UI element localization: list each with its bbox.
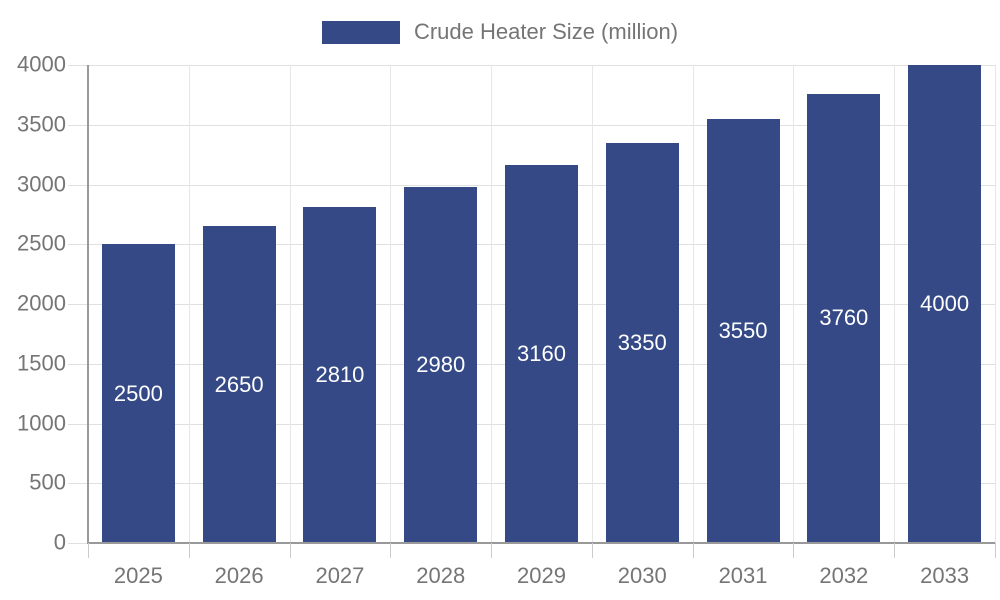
x-axis-tick-label: 2032 [819, 563, 869, 588]
y-axis-tick-label: 3000 [17, 171, 66, 197]
bar-2028[interactable] [404, 186, 478, 543]
x-axis-tick [995, 543, 996, 558]
y-axis-tick [68, 363, 88, 365]
x-gridline [491, 65, 493, 543]
x-gridline [188, 65, 190, 543]
x-axis-tick-label: 2031 [718, 563, 768, 588]
x-axis-tick [390, 543, 392, 558]
x-axis-tick-label: 2026 [214, 563, 264, 588]
legend-label: Crude Heater Size (million) [413, 19, 679, 44]
y-axis-tick [68, 304, 88, 305]
y-axis-tick [68, 244, 88, 246]
y-axis-tick-label: 1500 [17, 350, 66, 376]
x-axis-tick-label: 2027 [315, 563, 365, 588]
x-axis-tick [692, 543, 694, 558]
bar-2030[interactable] [605, 142, 679, 543]
x-gridline [894, 65, 896, 543]
x-axis-line [87, 542, 995, 544]
y-axis-tick-label: 4000 [17, 51, 66, 77]
x-axis-tick-label: 2028 [416, 563, 466, 588]
x-axis-tick [289, 543, 291, 558]
bar-2033[interactable] [908, 65, 982, 543]
x-gridline [793, 65, 795, 543]
x-gridline [591, 65, 593, 543]
x-axis-tick [793, 543, 795, 558]
bar-2031[interactable] [706, 118, 780, 543]
y-axis-tick [68, 483, 88, 485]
y-gridline [88, 124, 995, 126]
bar-2026[interactable] [202, 226, 276, 543]
y-axis-tick-label: 1000 [17, 410, 66, 436]
y-axis-tick [68, 423, 88, 425]
y-axis-tick-label: 500 [29, 469, 66, 495]
x-axis-tick [491, 543, 493, 558]
y-axis-tick [68, 124, 88, 126]
x-gridline [995, 65, 996, 543]
x-gridline [289, 65, 291, 543]
y-axis-tick-label: 3500 [17, 111, 66, 137]
x-axis-tick [188, 543, 190, 558]
x-gridline [692, 65, 694, 543]
y-gridline [88, 65, 995, 66]
x-axis-tick [591, 543, 593, 558]
bar-2029[interactable] [505, 165, 578, 543]
x-axis-tick [894, 543, 896, 558]
chart-legend-item[interactable]: Crude Heater Size (million) [0, 19, 1000, 45]
x-axis-tick [88, 543, 89, 558]
x-gridline [390, 65, 392, 543]
bar-2027[interactable] [303, 207, 377, 543]
y-axis-tick [68, 543, 88, 544]
y-axis-tick-label: 0 [53, 529, 66, 555]
bar-2025[interactable] [101, 244, 175, 543]
x-axis-tick-label: 2033 [920, 563, 970, 588]
legend-swatch-icon [321, 20, 400, 44]
y-axis-tick-label: 2000 [17, 290, 66, 316]
y-axis-line [87, 65, 89, 543]
x-axis-tick-label: 2025 [113, 563, 163, 588]
x-axis-tick-label: 2030 [617, 563, 667, 588]
y-axis-tick [68, 184, 88, 186]
bar-2032[interactable] [807, 93, 881, 543]
y-axis-tick [68, 65, 88, 66]
y-axis-tick-label: 2500 [17, 230, 66, 256]
x-axis-tick-label: 2029 [517, 563, 566, 588]
